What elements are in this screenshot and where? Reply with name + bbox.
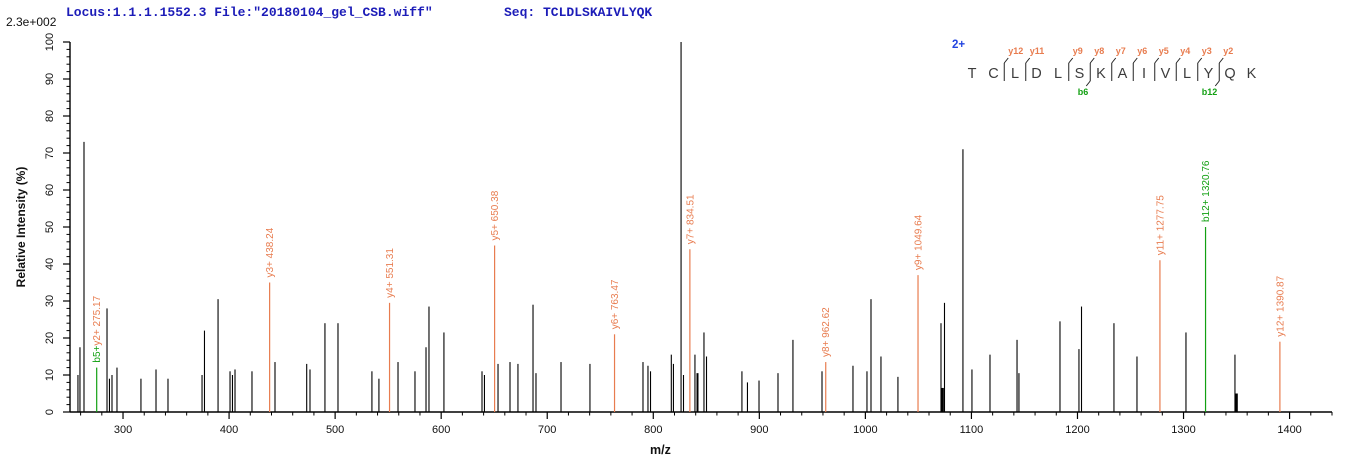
sequence-label: Seq: TCLDLSKAIVLYQK <box>504 5 653 20</box>
svg-text:60: 60 <box>44 184 56 196</box>
y-axis-title: Relative Intensity (%) <box>14 167 28 288</box>
svg-text:b12: b12 <box>1202 87 1218 97</box>
svg-text:700: 700 <box>538 424 556 436</box>
y-tick-labels: 0 10 20 30 40 50 60 70 80 90 100 <box>44 33 56 415</box>
x-axis-title: m/z <box>650 443 671 457</box>
svg-text:I: I <box>1142 66 1146 82</box>
svg-text:10: 10 <box>44 369 56 381</box>
svg-text:1200: 1200 <box>1065 424 1089 436</box>
svg-text:y5: y5 <box>1159 46 1169 56</box>
svg-text:y12: y12 <box>1008 46 1023 56</box>
svg-text:y4: y4 <box>1180 46 1190 56</box>
charge-label: 2+ <box>952 39 965 51</box>
svg-text:T: T <box>968 66 977 82</box>
svg-text:30: 30 <box>44 295 56 307</box>
svg-text:0: 0 <box>44 409 56 415</box>
locus-file-label: Locus:1.1.1.1552.3 File:"20180104_gel_CS… <box>66 5 433 20</box>
svg-text:y8: y8 <box>1094 46 1104 56</box>
svg-text:S: S <box>1075 66 1085 82</box>
svg-text:b12+ 1320.76: b12+ 1320.76 <box>1201 160 1212 222</box>
svg-text:K: K <box>1096 66 1106 82</box>
svg-text:y4+ 551.31: y4+ 551.31 <box>385 248 396 298</box>
svg-text:100: 100 <box>44 33 56 51</box>
svg-text:y6: y6 <box>1137 46 1147 56</box>
svg-text:Y: Y <box>1204 66 1214 82</box>
svg-text:500: 500 <box>326 424 344 436</box>
max-intensity-label: 2.3e+002 <box>6 15 57 29</box>
svg-text:Q: Q <box>1224 66 1235 82</box>
svg-text:y3+ 438.24: y3+ 438.24 <box>265 227 276 277</box>
svg-text:D: D <box>1031 66 1041 82</box>
svg-text:y2: y2 <box>1223 46 1233 56</box>
svg-text:y8+ 962.62: y8+ 962.62 <box>821 307 832 357</box>
svg-text:K: K <box>1247 66 1257 82</box>
svg-text:y9: y9 <box>1073 46 1083 56</box>
svg-text:400: 400 <box>220 424 238 436</box>
svg-text:b5+y2+ 275.17: b5+y2+ 275.17 <box>92 295 103 362</box>
svg-text:C: C <box>988 66 998 82</box>
svg-text:1100: 1100 <box>960 424 984 436</box>
svg-text:y11+ 1277.75: y11+ 1277.75 <box>1155 195 1166 256</box>
svg-text:300: 300 <box>114 424 132 436</box>
svg-text:y6+ 763.47: y6+ 763.47 <box>610 279 621 329</box>
svg-text:70: 70 <box>44 147 56 159</box>
svg-text:A: A <box>1118 66 1128 82</box>
svg-text:y11: y11 <box>1030 46 1045 56</box>
svg-text:800: 800 <box>644 424 662 436</box>
svg-text:L: L <box>1011 66 1019 82</box>
svg-text:L: L <box>1054 66 1062 82</box>
svg-text:1400: 1400 <box>1277 424 1301 436</box>
peaks <box>77 42 1238 412</box>
svg-text:b6: b6 <box>1078 87 1089 97</box>
svg-text:y7+ 834.51: y7+ 834.51 <box>685 194 696 244</box>
svg-text:50: 50 <box>44 221 56 233</box>
svg-text:90: 90 <box>44 73 56 85</box>
x-tick-labels: 300 400 500 600 700 800 900 1000 1100 1200 1300 140… <box>114 424 1302 436</box>
svg-text:20: 20 <box>44 332 56 344</box>
svg-text:y12+ 1390.87: y12+ 1390.87 <box>1275 275 1286 336</box>
svg-text:1000: 1000 <box>853 424 877 436</box>
svg-text:V: V <box>1161 66 1171 82</box>
svg-text:600: 600 <box>432 424 450 436</box>
axes <box>63 41 1333 419</box>
svg-text:80: 80 <box>44 110 56 122</box>
svg-text:1300: 1300 <box>1171 424 1195 436</box>
svg-text:y5+ 650.38: y5+ 650.38 <box>490 190 501 240</box>
svg-text:L: L <box>1183 66 1191 82</box>
svg-text:y3: y3 <box>1202 46 1212 56</box>
svg-text:40: 40 <box>44 258 56 270</box>
svg-text:y7: y7 <box>1116 46 1126 56</box>
svg-text:900: 900 <box>750 424 768 436</box>
annotated-peaks: b5+y2+ 275.17 y3+ 438.24 y4+ 551.31 y5+ 650… <box>92 160 1286 412</box>
svg-text:y9+ 1049.64: y9+ 1049.64 <box>914 214 925 270</box>
